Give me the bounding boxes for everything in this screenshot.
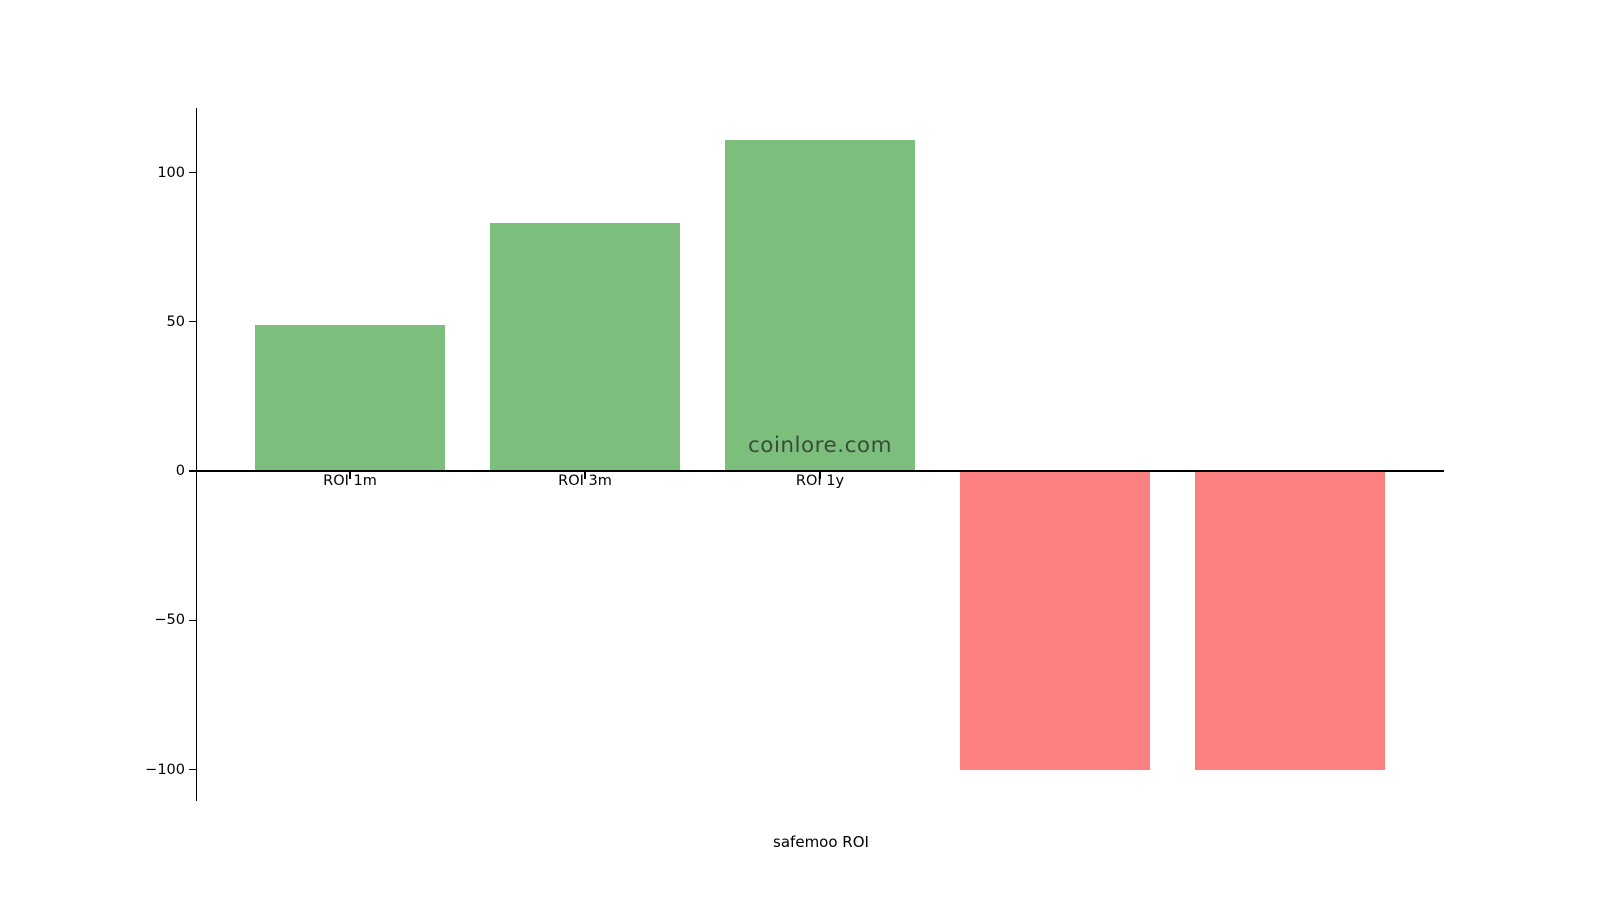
x-axis-title: safemoo ROI bbox=[773, 833, 869, 851]
x-axis-zero-line bbox=[196, 470, 1444, 472]
watermark: coinlore.com bbox=[747, 433, 893, 458]
bar-neg-3 bbox=[960, 471, 1150, 771]
x-axis-tick bbox=[819, 471, 821, 479]
bar-roi-3m bbox=[490, 223, 680, 471]
x-tick-label: ROI 3m bbox=[558, 473, 612, 489]
x-axis-tick bbox=[584, 471, 586, 479]
y-tick-label: 100 bbox=[157, 164, 185, 181]
bar-roi-1m bbox=[255, 324, 445, 471]
y-axis-tick bbox=[189, 619, 196, 621]
y-axis-tick bbox=[189, 321, 196, 323]
y-axis-spine bbox=[196, 108, 197, 801]
bar-roi-1y bbox=[725, 139, 915, 471]
x-axis-tick bbox=[349, 471, 351, 479]
x-tick-label: ROI 1m bbox=[323, 473, 377, 489]
y-axis-tick bbox=[189, 768, 196, 771]
y-tick-label: −50 bbox=[154, 612, 185, 629]
y-axis-tick bbox=[189, 171, 196, 174]
y-tick-label: −100 bbox=[145, 761, 185, 778]
bar-neg-4 bbox=[1195, 471, 1385, 771]
y-tick-label: 0 bbox=[175, 463, 185, 479]
x-tick-label: ROI 1y bbox=[795, 473, 845, 489]
y-tick-label: 50 bbox=[166, 313, 185, 330]
y-axis-tick bbox=[189, 470, 196, 472]
